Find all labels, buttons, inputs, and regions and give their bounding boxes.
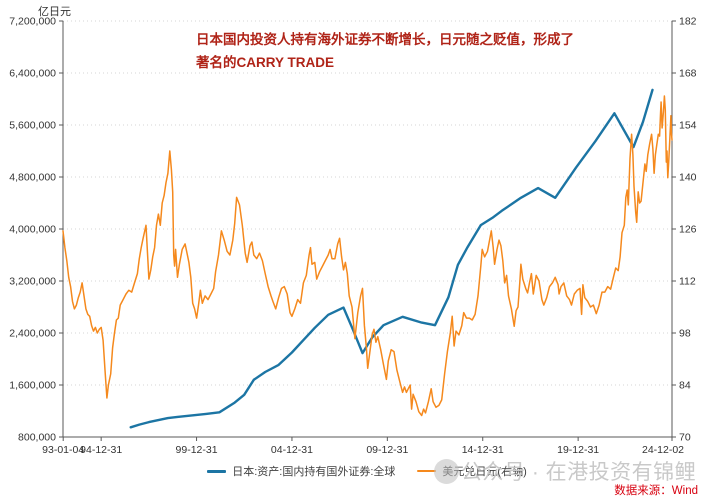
series-line-1 [62,95,673,417]
legend-item-1: 美元兑日元(右轴) [417,463,527,479]
svg-text:154: 154 [679,120,697,132]
left-axis-unit-label: 亿日元 [38,6,71,18]
svg-text:126: 126 [679,224,697,236]
svg-text:19-12-31: 19-12-31 [557,444,599,456]
svg-text:94-12-31: 94-12-31 [80,444,122,456]
svg-text:14-12-31: 14-12-31 [462,444,504,456]
svg-text:3,200,000: 3,200,000 [9,276,56,288]
gridlines [63,20,672,386]
svg-text:7,200,000: 7,200,000 [9,16,56,28]
svg-text:800,000: 800,000 [18,432,56,444]
svg-text:84: 84 [679,380,691,392]
legend-label-1: 美元兑日元(右轴) [442,466,527,478]
svg-text:09-12-31: 09-12-31 [366,444,408,456]
legend-item-0: 日本:资产:国内持有国外证券:全球 [207,463,395,479]
chart-legend: 日本:资产:国内持有国外证券:全球 美元兑日元(右轴) [0,461,704,481]
svg-text:04-12-31: 04-12-31 [271,444,313,456]
svg-text:99-12-31: 99-12-31 [176,444,218,456]
legend-label-0: 日本:资产:国内持有国外证券:全球 [232,466,396,478]
y-axis-right: 70 84 98 112 126 140 154 168 182 [672,16,697,444]
svg-text:168: 168 [679,68,697,80]
svg-text:24-12-02: 24-12-02 [642,444,684,456]
svg-text:112: 112 [679,276,696,288]
chart-title: 日本国内投资人持有海外证券不断增长，日元随之贬值，形成了 著名的CARRY TR… [196,28,636,74]
svg-text:2,400,000: 2,400,000 [9,328,56,340]
svg-text:93-01-04: 93-01-04 [42,444,84,456]
series-line-0 [129,88,654,429]
svg-text:1,600,000: 1,600,000 [9,380,56,392]
data-source-label: 数据来源：Wind [614,485,698,497]
y-axis-left: 800,000 1,600,000 2,400,000 3,200,000 4,000,… [9,16,63,444]
svg-text:5,600,000: 5,600,000 [9,120,56,132]
legend-swatch-0 [207,469,227,473]
chart-title-line1: 日本国内投资人持有海外证券不断增长，日元随之贬值，形成了 [196,32,574,47]
svg-text:4,800,000: 4,800,000 [9,172,56,184]
svg-text:182: 182 [679,16,697,28]
svg-text:6,400,000: 6,400,000 [9,68,56,80]
chart-title-line2: 著名的CARRY TRADE [196,55,335,70]
svg-text:98: 98 [679,328,691,340]
svg-text:140: 140 [679,172,697,184]
svg-text:4,000,000: 4,000,000 [9,224,56,236]
legend-swatch-1 [417,470,437,472]
svg-text:70: 70 [679,432,691,444]
